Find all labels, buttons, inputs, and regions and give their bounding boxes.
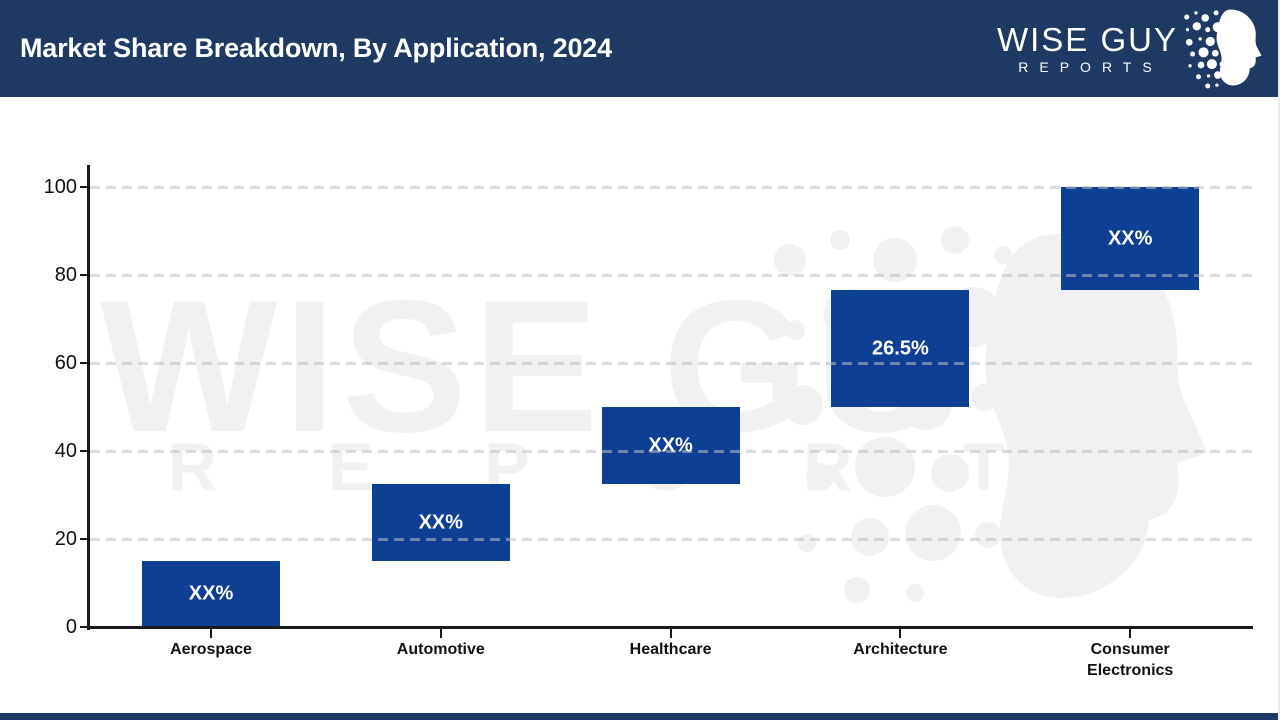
y-tick-mark <box>80 538 87 540</box>
y-tick-label: 80 <box>54 264 77 286</box>
gridline <box>90 274 1253 277</box>
footer-bar <box>0 713 1278 720</box>
y-tick-mark <box>80 626 87 628</box>
x-axis-label: Automotive <box>396 641 485 658</box>
bar-value-label: XX% <box>418 511 464 533</box>
bar-automotive <box>371 484 510 561</box>
bar-value-label: XX% <box>648 434 693 456</box>
brand-logo: WISE GUY REPORTS <box>997 6 1264 92</box>
x-tick-mark <box>669 629 672 638</box>
x-axis-label: Architecture <box>853 641 948 658</box>
x-tick-mark <box>210 629 212 638</box>
x-axis-label: Aerospace <box>170 641 252 658</box>
y-tick-mark <box>80 274 87 276</box>
bar-value-label: 26.5% <box>872 337 929 360</box>
y-tick-label: 40 <box>54 440 77 462</box>
x-axis-label: Healthcare <box>629 641 712 658</box>
brand-logo-text: WISE GUY REPORTS <box>996 20 1178 75</box>
x-axis-label: Consumer Electronics <box>1087 641 1174 679</box>
gridline <box>90 186 1253 189</box>
y-axis-line <box>87 165 90 630</box>
y-tick-label: 0 <box>65 616 77 638</box>
x-tick-mark <box>1129 629 1132 638</box>
y-tick-mark <box>80 362 87 364</box>
y-tick-label: 60 <box>54 352 77 374</box>
gridline <box>90 538 1253 541</box>
bar-consumer-electronics <box>1061 187 1200 291</box>
bar-healthcare <box>601 407 740 484</box>
brand-subname: REPORTS <box>1018 58 1163 75</box>
bar-value-label: XX% <box>188 582 234 605</box>
head-profile-icon <box>1184 9 1262 88</box>
y-tick-mark <box>80 186 87 188</box>
x-axis-line <box>87 626 1253 629</box>
header-bar: Market Share Breakdown, By Application, … <box>0 0 1278 97</box>
bar-aerospace <box>142 561 280 627</box>
gridline <box>90 362 1253 365</box>
y-tick-label: 100 <box>43 176 77 198</box>
watermark-head-icon <box>774 226 1207 603</box>
y-tick-label: 20 <box>54 528 77 550</box>
x-tick-mark <box>439 629 442 638</box>
page-title: Market Share Breakdown, By Application, … <box>20 33 612 63</box>
x-tick-mark <box>899 629 902 638</box>
gridline <box>90 450 1253 453</box>
y-tick-mark <box>80 450 87 452</box>
brand-name: WISE GUY <box>996 20 1178 58</box>
bar-value-label: XX% <box>1107 227 1153 250</box>
bar-architecture <box>831 290 970 407</box>
